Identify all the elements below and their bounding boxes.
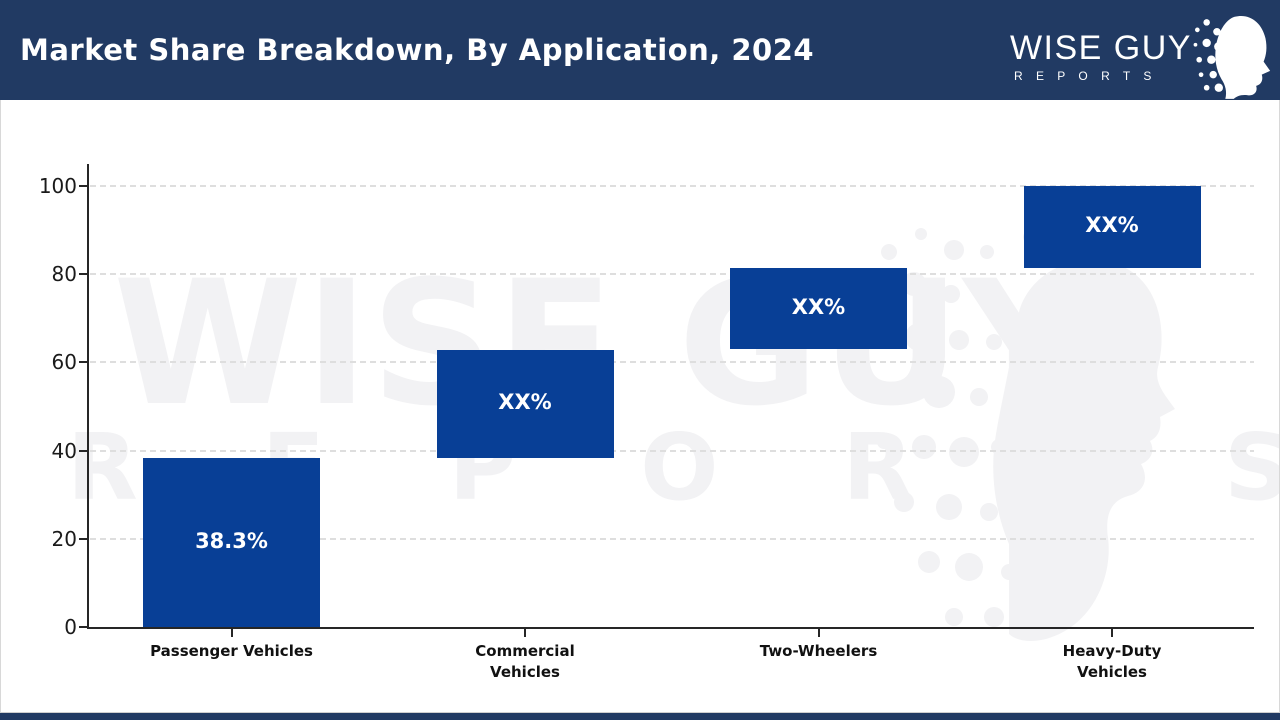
logo-face-icon (1193, 15, 1271, 99)
x-tick-mark (230, 629, 233, 637)
y-tick-mark (79, 626, 87, 628)
x-category-label-line: Passenger Vehicles (150, 642, 313, 660)
y-tick-label: 0 (64, 615, 77, 639)
y-tick-mark (79, 273, 87, 276)
x-category-label-line: Commercial (475, 642, 575, 660)
bar-heavy-duty-vehicles: XX% (1023, 186, 1201, 269)
bar-commercial-vehicles: XX% (436, 350, 614, 459)
x-category-label-two-wheelers: Two-Wheelers (704, 641, 934, 662)
x-tick-mark (524, 629, 526, 637)
y-tick-mark (79, 361, 87, 364)
y-tick-label: 20 (51, 526, 77, 551)
chart-canvas: WISE GUY R E P O R T S 0 20 40 60 80 100 38.3%… (0, 100, 1280, 713)
bar-value-label: XX% (498, 390, 552, 415)
x-category-label-line: Vehicles (490, 663, 560, 681)
gridline (90, 185, 1254, 187)
watermark-face-icon (873, 220, 1175, 641)
x-category-label-commercial-vehicles: Commercial Vehicles (410, 641, 640, 683)
bar-value-label: XX% (1085, 213, 1139, 238)
gridline (90, 273, 1254, 276)
header: Market Share Breakdown, By Application, … (0, 0, 1280, 100)
logo-wordmark: WISE GUY (1009, 28, 1192, 67)
plot-area: 0 20 40 60 80 100 38.3% Passenger Vehicles XX% Co… (1, 100, 1279, 712)
brand-logo-text: WISE GUY R E P O R T S (1010, 30, 1192, 83)
bar-passenger-vehicles: 38.3% (143, 458, 320, 627)
gridline (90, 537, 1254, 540)
brand-logo: WISE GUY R E P O R T S (1010, 12, 1272, 100)
bar-two-wheelers: XX% (730, 268, 907, 350)
logo-subtext: R E P O R T S (1013, 68, 1157, 83)
y-tick-label: 60 (51, 350, 77, 375)
y-tick-mark (79, 185, 87, 187)
bar-value-label: XX% (791, 294, 846, 319)
y-tick-label: 80 (51, 262, 77, 287)
gridline (90, 449, 1254, 452)
x-category-label-heavy-duty-vehicles: Heavy-Duty Vehicles (997, 641, 1227, 683)
x-category-label-line: Heavy-Duty (1062, 642, 1162, 660)
page-title: Market Share Breakdown, By Application, … (20, 33, 815, 67)
y-axis-spine (87, 164, 89, 629)
x-axis-spine (87, 627, 1254, 629)
footer-bar (0, 713, 1280, 720)
x-category-label-passenger-vehicles: Passenger Vehicles (117, 641, 347, 662)
y-tick-mark (79, 449, 87, 452)
y-tick-label: 40 (51, 438, 77, 463)
y-tick-label: 100 (38, 174, 77, 198)
x-tick-mark (817, 629, 820, 637)
bar-value-label: 38.3% (195, 528, 268, 553)
x-category-label-line: Vehicles (1077, 663, 1147, 681)
gridline (90, 361, 1254, 364)
y-tick-mark (79, 537, 87, 540)
x-category-label-line: Two-Wheelers (759, 642, 878, 660)
x-tick-mark (1111, 629, 1113, 637)
